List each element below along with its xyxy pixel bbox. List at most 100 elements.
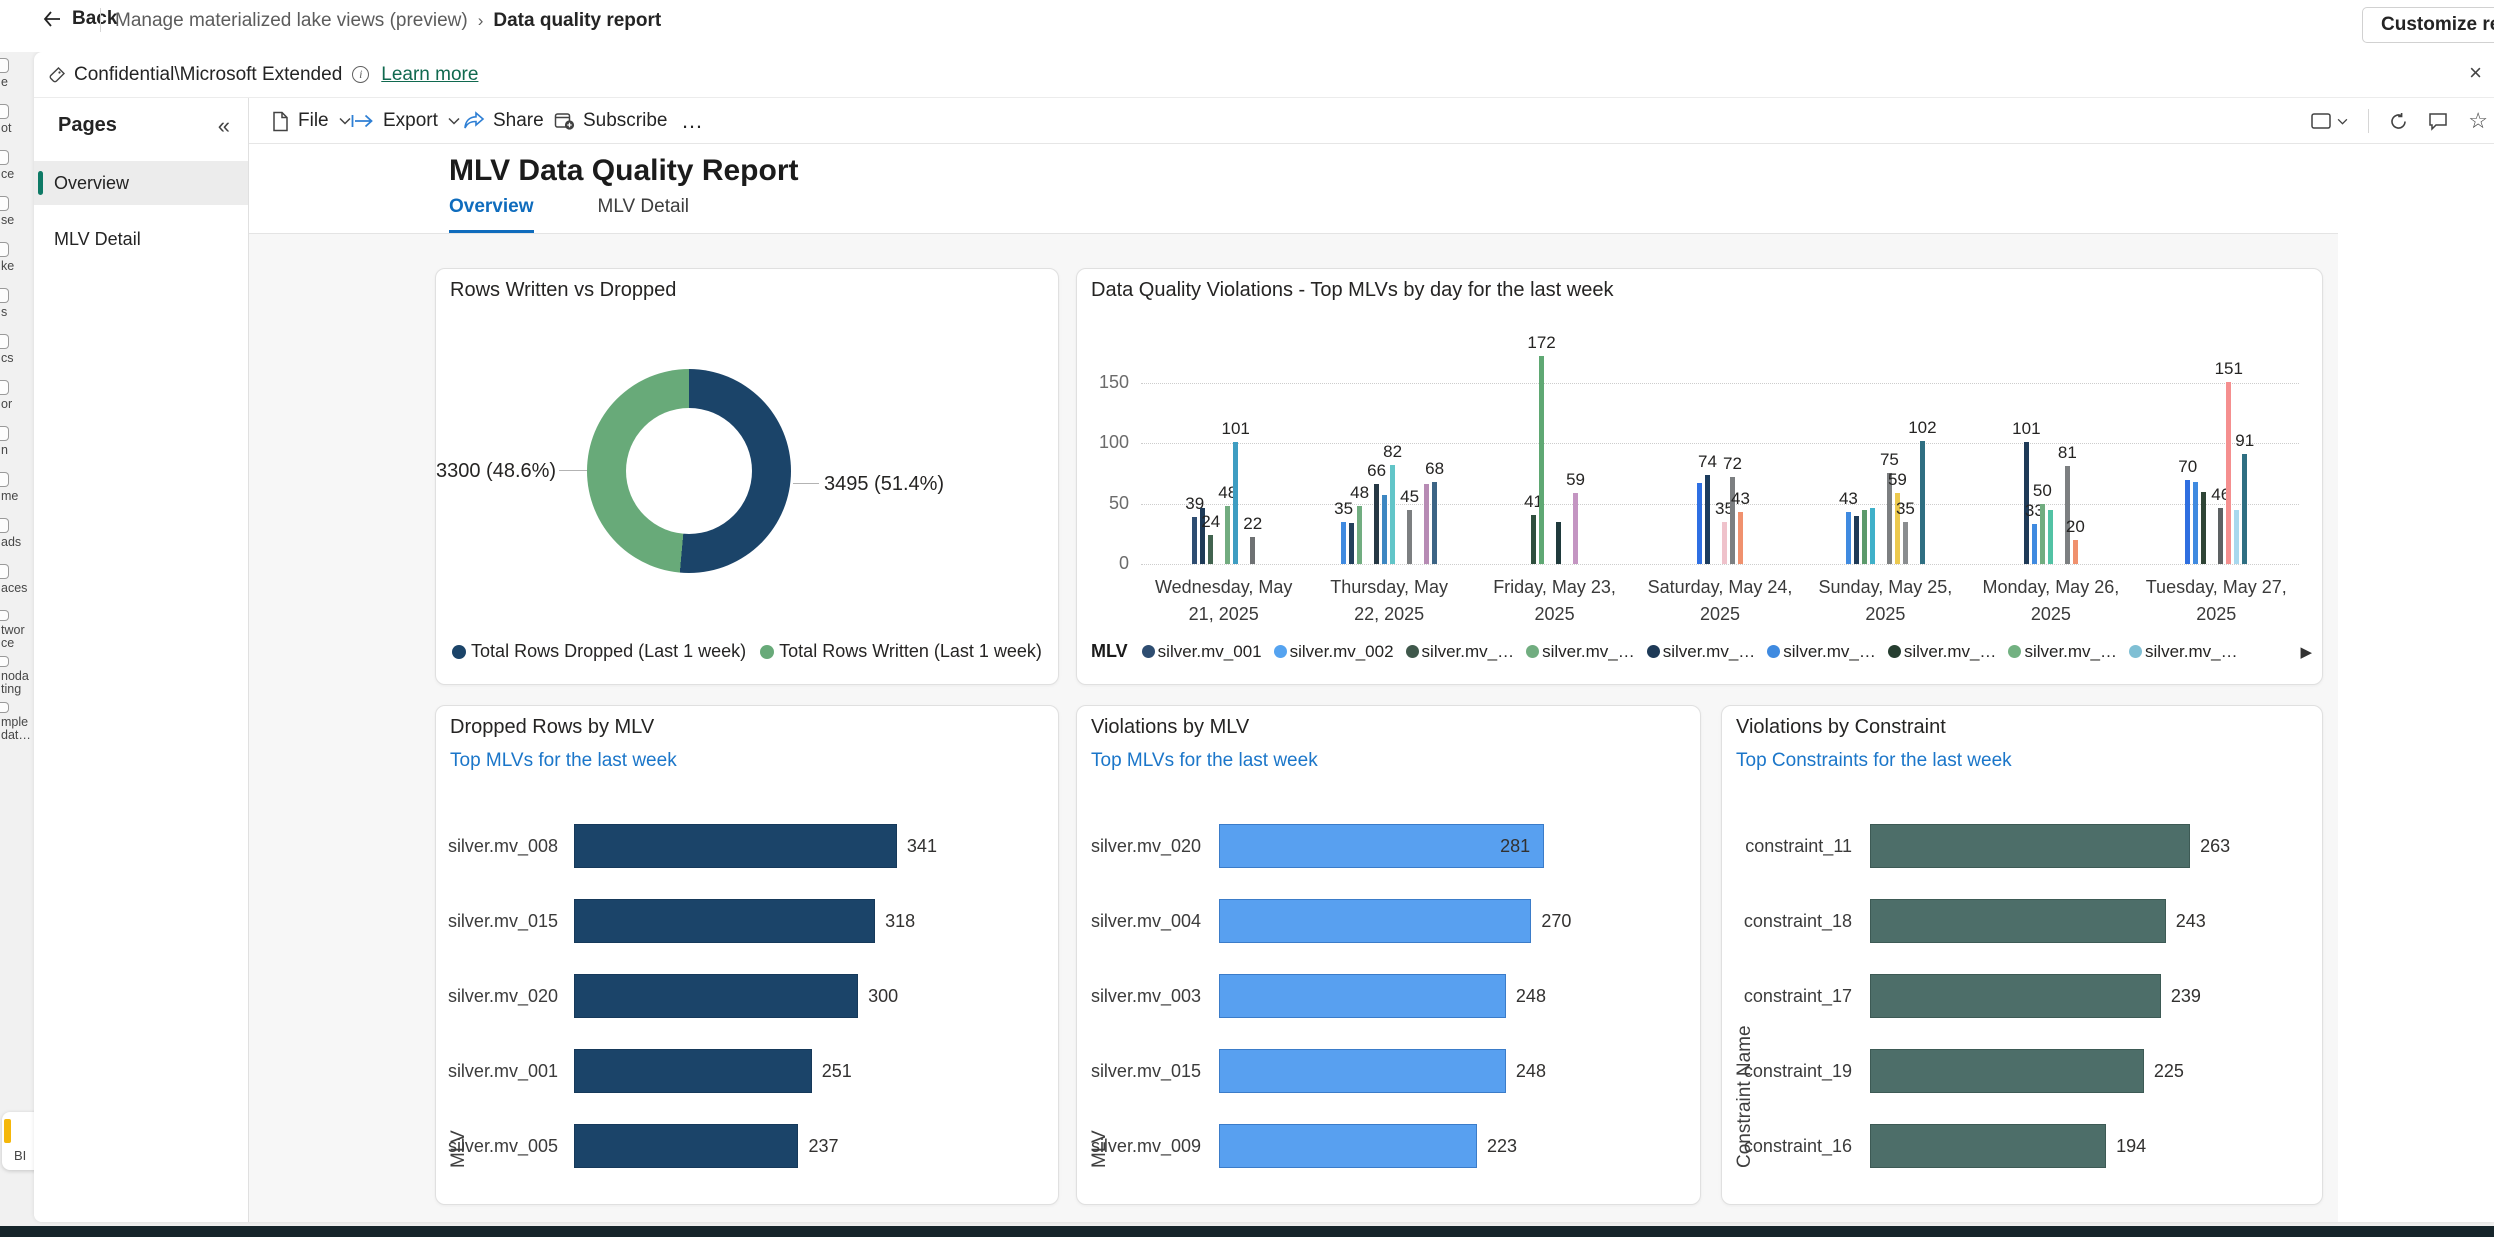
column-bar[interactable]: 70 xyxy=(2178,457,2197,564)
bar[interactable] xyxy=(1870,1049,2144,1093)
column-bar[interactable]: 74 xyxy=(1698,452,1717,564)
column-bar[interactable]: 45 xyxy=(1400,487,1419,564)
legend-item[interactable]: silver.mv_… xyxy=(1526,642,1635,662)
column-bar[interactable] xyxy=(1424,484,1430,564)
column-bar[interactable] xyxy=(1861,509,1867,564)
column-bar[interactable]: 41 xyxy=(1524,492,1543,564)
bar[interactable] xyxy=(1870,1124,2107,1168)
export-menu-button[interactable]: Export xyxy=(351,98,460,144)
column-bar[interactable] xyxy=(2047,509,2053,564)
column-bar[interactable]: 46 xyxy=(2211,485,2230,564)
column-bar[interactable]: 101 xyxy=(2012,419,2041,564)
file-menu-button[interactable]: File xyxy=(271,98,351,144)
column-bar[interactable] xyxy=(1869,508,1875,564)
bar[interactable] xyxy=(1219,974,1506,1018)
legend-item[interactable]: silver.mv_… xyxy=(2129,642,2238,662)
nav-item-fragment[interactable]: noda ting xyxy=(0,650,34,696)
legend-scroll-right-icon[interactable]: ▶ xyxy=(2300,643,2312,661)
collapse-panel-icon[interactable]: « xyxy=(217,112,230,138)
column-bar[interactable]: 43 xyxy=(1839,489,1858,564)
column-bar[interactable] xyxy=(1349,522,1355,564)
tab-overview[interactable]: Overview xyxy=(449,196,534,233)
bar[interactable] xyxy=(574,899,876,943)
refresh-button[interactable] xyxy=(2389,112,2408,131)
column-bar[interactable]: 33 xyxy=(2025,501,2044,564)
tab-mlv-detail[interactable]: MLV Detail xyxy=(597,196,690,217)
bar[interactable] xyxy=(1219,899,1532,943)
view-mode-button[interactable] xyxy=(2311,113,2348,129)
column-bar[interactable]: 81 xyxy=(2058,443,2077,564)
bar[interactable] xyxy=(574,1124,799,1168)
column-bar[interactable]: 39 xyxy=(1185,494,1204,564)
bar[interactable] xyxy=(1219,824,1545,868)
column-bar[interactable] xyxy=(1382,495,1388,564)
column-bar[interactable]: 101 xyxy=(1222,419,1250,564)
nav-item-fragment[interactable]: e xyxy=(0,52,34,98)
share-button[interactable]: Share xyxy=(463,98,544,144)
column-bar[interactable] xyxy=(1556,521,1562,564)
nav-item-fragment[interactable]: cs xyxy=(0,328,34,374)
bar[interactable] xyxy=(574,824,897,868)
column-bar[interactable] xyxy=(1200,508,1206,564)
learn-more-link[interactable]: Learn more xyxy=(381,63,479,85)
column-bar[interactable]: 35 xyxy=(1715,499,1734,564)
nav-item-fragment[interactable]: ce xyxy=(0,144,34,190)
info-icon[interactable]: i xyxy=(352,66,370,83)
nav-item-fragment[interactable]: se xyxy=(0,190,34,236)
nav-item-fragment[interactable]: aces xyxy=(0,558,34,604)
column-bar[interactable]: 82 xyxy=(1383,442,1402,564)
column-bar[interactable] xyxy=(1696,483,1702,564)
bar[interactable] xyxy=(1870,824,2191,868)
column-bar[interactable]: 50 xyxy=(2033,481,2052,564)
column-bar[interactable]: 24 xyxy=(1201,512,1220,564)
column-bar[interactable]: 66 xyxy=(1367,461,1386,564)
column-bar[interactable]: 48 xyxy=(1218,483,1237,564)
nav-item-fragment[interactable]: twor ce xyxy=(0,604,34,650)
legend-item[interactable]: silver.mv_… xyxy=(1887,642,1996,662)
column-bar[interactable]: 172 xyxy=(1527,333,1556,564)
column-bar[interactable]: 59 xyxy=(1566,470,1585,564)
favorite-star-icon[interactable]: ☆ xyxy=(2468,108,2488,133)
nav-item-fragment[interactable]: s xyxy=(0,282,34,328)
column-bar[interactable] xyxy=(2234,509,2240,564)
comments-button[interactable] xyxy=(2428,112,2448,131)
banner-close-icon[interactable]: × xyxy=(2469,60,2482,85)
legend-item[interactable]: silver.mv_001 xyxy=(1141,642,1262,662)
column-bar[interactable] xyxy=(2201,491,2207,564)
legend-item[interactable]: Total Rows Written (Last 1 week) xyxy=(760,641,1042,662)
column-bar[interactable]: 102 xyxy=(1908,418,1937,564)
column-bar[interactable]: 43 xyxy=(1731,489,1750,564)
breadcrumb-parent[interactable]: Manage materialized lake views (preview) xyxy=(115,10,468,31)
column-bar[interactable]: 59 xyxy=(1888,470,1907,564)
column-bar[interactable]: 35 xyxy=(1334,499,1353,564)
column-bar[interactable]: 75 xyxy=(1880,450,1899,564)
legend-item[interactable]: silver.mv_… xyxy=(2008,642,2117,662)
customize-report-button[interactable]: Customize report xyxy=(2362,7,2494,43)
legend-item[interactable]: silver.mv_… xyxy=(1646,642,1755,662)
bar[interactable] xyxy=(574,1049,812,1093)
column-bar[interactable]: 20 xyxy=(2066,517,2085,564)
nav-item-fragment[interactable]: ads xyxy=(0,512,34,558)
legend-item[interactable]: silver.mv_002 xyxy=(1273,642,1394,662)
nav-item-fragment[interactable]: ot xyxy=(0,98,34,144)
nav-item-fragment[interactable]: n xyxy=(0,420,34,466)
column-bar[interactable]: 22 xyxy=(1243,514,1262,564)
bar[interactable] xyxy=(1870,974,2161,1018)
back-button[interactable]: Back xyxy=(42,8,117,30)
sidebar-item-overview[interactable]: Overview xyxy=(34,161,248,205)
sidebar-item-mlv-detail[interactable]: MLV Detail xyxy=(34,217,248,261)
column-bar[interactable]: 35 xyxy=(1896,499,1915,564)
column-bar[interactable] xyxy=(2193,481,2199,564)
legend-item[interactable]: Total Rows Dropped (Last 1 week) xyxy=(452,641,746,662)
column-bar[interactable] xyxy=(1853,515,1859,564)
more-options-button[interactable]: … xyxy=(681,108,704,133)
column-bar[interactable]: 72 xyxy=(1723,454,1742,564)
nav-item-fragment[interactable]: mple dat… xyxy=(0,696,34,742)
bar[interactable] xyxy=(1219,1124,1477,1168)
column-bar[interactable]: 48 xyxy=(1350,483,1369,564)
legend-item[interactable]: silver.mv_… xyxy=(1767,642,1876,662)
nav-item-fragment[interactable]: ke xyxy=(0,236,34,282)
column-bar[interactable]: 68 xyxy=(1425,459,1444,564)
nav-item-fragment[interactable]: me xyxy=(0,466,34,512)
bar[interactable] xyxy=(574,974,859,1018)
